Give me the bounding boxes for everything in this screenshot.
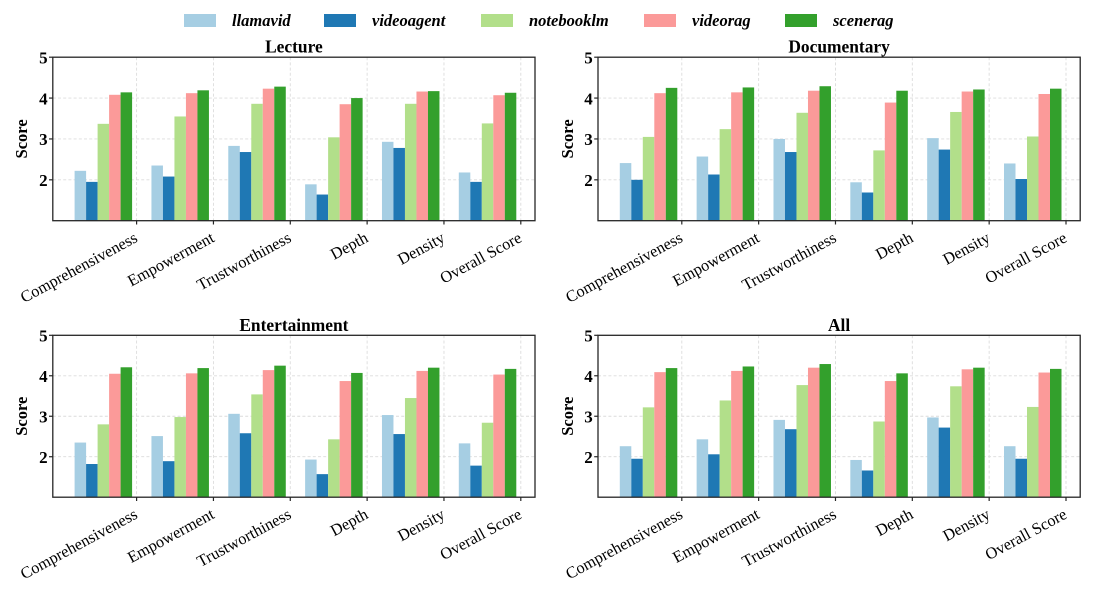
svg-text:videorag: videorag <box>692 11 751 30</box>
svg-text:Score: Score <box>12 397 31 436</box>
svg-text:Score: Score <box>558 397 577 436</box>
svg-text:3: 3 <box>584 407 593 426</box>
svg-text:Entertainment: Entertainment <box>239 315 348 335</box>
svg-text:4: 4 <box>39 367 48 386</box>
svg-text:3: 3 <box>584 130 593 149</box>
svg-text:4: 4 <box>584 89 593 108</box>
svg-text:scenerag: scenerag <box>832 11 894 30</box>
svg-text:3: 3 <box>39 407 48 426</box>
svg-text:5: 5 <box>584 48 593 67</box>
svg-text:4: 4 <box>584 367 593 386</box>
svg-text:llamavid: llamavid <box>232 11 291 30</box>
svg-text:5: 5 <box>39 48 48 67</box>
svg-text:Documentary: Documentary <box>788 37 890 57</box>
svg-text:2: 2 <box>584 171 593 190</box>
svg-text:videoagent: videoagent <box>372 11 446 30</box>
svg-text:5: 5 <box>39 327 48 346</box>
svg-text:All: All <box>828 315 850 335</box>
svg-text:Score: Score <box>12 119 31 158</box>
svg-text:2: 2 <box>39 448 48 467</box>
svg-text:5: 5 <box>584 327 593 346</box>
svg-text:2: 2 <box>584 448 593 467</box>
svg-text:notebooklm: notebooklm <box>529 11 609 30</box>
svg-text:3: 3 <box>39 130 48 149</box>
svg-text:Lecture: Lecture <box>265 37 323 57</box>
svg-text:Score: Score <box>558 119 577 158</box>
svg-text:4: 4 <box>39 89 48 108</box>
svg-text:2: 2 <box>39 171 48 190</box>
